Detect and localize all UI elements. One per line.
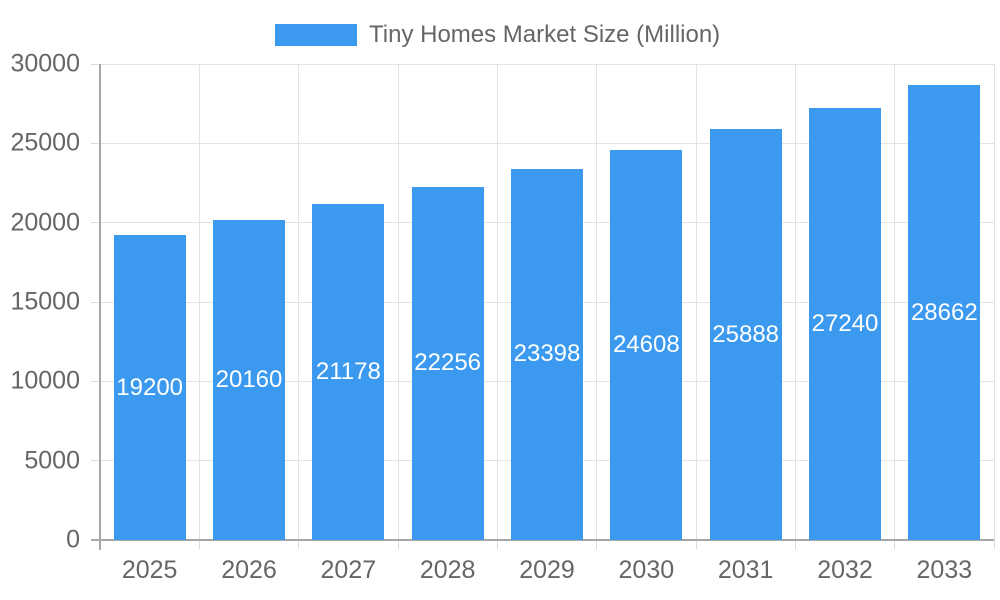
bar[interactable] (709, 129, 782, 540)
x-gridline (596, 64, 598, 540)
y-axis-tick (91, 460, 100, 462)
y-axis-label: 30000 (10, 49, 80, 78)
y-axis-tick (91, 380, 100, 382)
legend-label: Tiny Homes Market Size (Million) (369, 21, 721, 48)
y-axis-line (99, 64, 101, 550)
x-gridline (794, 64, 796, 540)
x-axis-tick (298, 540, 300, 549)
bar-value-label: 23398 (513, 340, 581, 368)
y-gridline (100, 63, 994, 65)
x-axis-label: 2030 (618, 556, 675, 584)
bar-value-label: 24608 (612, 330, 680, 358)
bar[interactable] (610, 149, 683, 540)
bar[interactable] (312, 203, 385, 540)
x-axis-tick (695, 540, 697, 549)
x-gridline (397, 64, 399, 540)
bar-value-label: 21178 (315, 357, 381, 385)
x-axis-label: 2028 (419, 556, 476, 584)
y-axis-label: 0 (66, 525, 80, 554)
x-axis-label: 2031 (717, 556, 774, 584)
x-gridline (695, 64, 697, 540)
y-axis-tick (91, 301, 100, 303)
bar-value-label: 25888 (712, 320, 780, 348)
x-axis-label: 2025 (121, 556, 178, 584)
x-axis-tick (496, 540, 498, 549)
y-gridline (100, 142, 994, 144)
bar-value-label: 19200 (116, 373, 184, 401)
legend-swatch (275, 24, 357, 46)
x-axis-tick (596, 540, 598, 549)
x-axis-tick (894, 540, 896, 549)
x-axis-label: 2026 (221, 556, 277, 584)
x-axis-tick (794, 540, 796, 549)
x-axis-label: 2027 (320, 556, 377, 584)
bar[interactable] (908, 85, 981, 540)
x-axis-tick (993, 540, 995, 549)
y-axis-label: 20000 (10, 208, 80, 237)
bar[interactable] (511, 168, 583, 540)
y-axis-tick (91, 142, 100, 144)
y-axis-label: 15000 (10, 287, 80, 316)
x-gridline (993, 64, 995, 540)
bar-value-label: 27240 (811, 309, 879, 337)
x-axis-line (91, 539, 994, 541)
x-gridline (496, 64, 498, 540)
y-axis-label: 5000 (24, 446, 80, 475)
y-axis-label: 10000 (10, 366, 80, 395)
x-axis-tick (198, 540, 200, 549)
bar[interactable] (113, 235, 186, 540)
x-axis-tick (397, 540, 399, 549)
y-axis-tick (91, 222, 100, 224)
bar-value-label: 22256 (414, 349, 482, 377)
x-gridline (298, 64, 300, 540)
x-gridline (198, 64, 200, 540)
bar-value-label: 28662 (910, 298, 978, 326)
plot-area: 19200 20160 21178 22256 23398 24608 25888 27240… (91, 63, 995, 550)
x-gridline (894, 64, 896, 540)
x-axis-label: 2033 (916, 556, 973, 584)
bar[interactable] (411, 186, 484, 540)
bar[interactable] (809, 107, 881, 540)
x-axis-label: 2029 (519, 556, 575, 584)
y-axis-label: 25000 (10, 128, 80, 157)
bar-value-label: 20160 (215, 366, 283, 394)
legend-item[interactable]: Tiny Homes Market Size (Million) (275, 21, 720, 49)
bar[interactable] (213, 220, 285, 540)
y-axis-tick (91, 63, 100, 65)
x-axis-label: 2032 (817, 556, 873, 584)
